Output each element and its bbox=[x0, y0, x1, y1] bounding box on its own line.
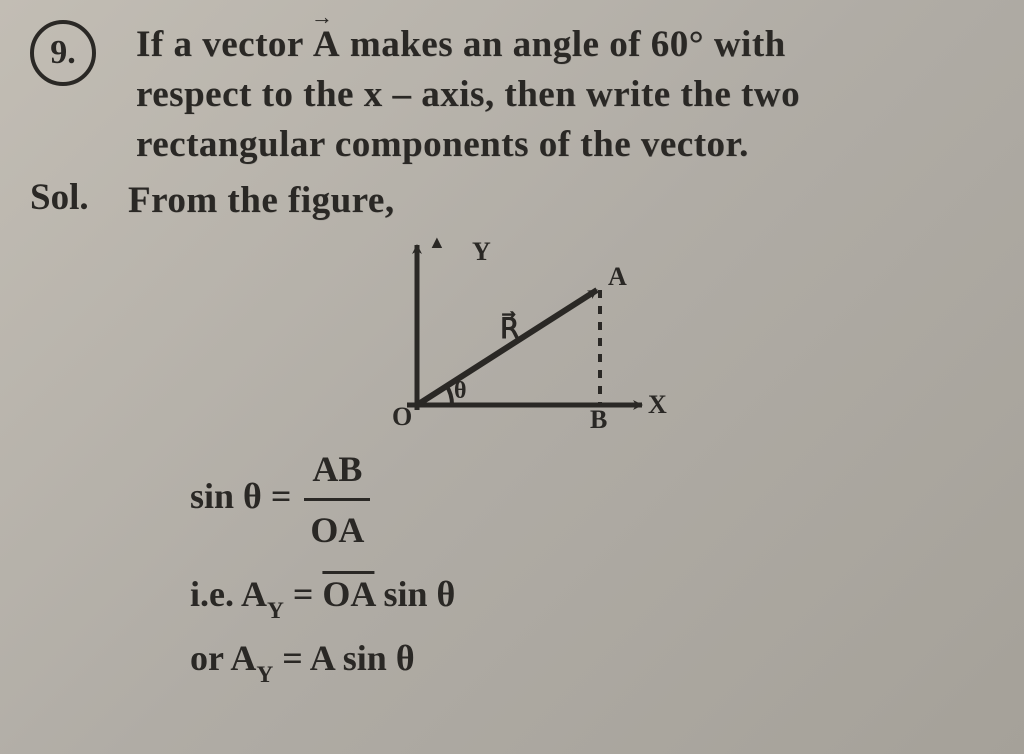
eq2-rhs: sin θ bbox=[383, 574, 455, 614]
eq2-oa-bar: OA bbox=[322, 574, 374, 614]
equation-3: or AY = A sin θ bbox=[190, 631, 994, 689]
question-number: 9. bbox=[50, 34, 76, 72]
y-arrowhead-decor: ▲ bbox=[428, 232, 446, 252]
label-x: X bbox=[648, 390, 667, 419]
eq2-eq: = bbox=[293, 574, 323, 614]
vector-diagram: O Y ▲ X A B R⃗ θ bbox=[352, 230, 672, 440]
question-line-3: rectangular components of the vector. bbox=[136, 124, 749, 165]
equation-2: i.e. AY = OA sin θ bbox=[190, 567, 994, 625]
label-r: R⃗ bbox=[500, 311, 520, 345]
question-line-1: If a vector A makes an angle of 60° with bbox=[136, 24, 786, 65]
equation-1: sin θ = AB OA bbox=[190, 442, 994, 557]
label-o: O bbox=[392, 402, 412, 431]
equation-block: sin θ = AB OA i.e. AY = OA sin θ or AY =… bbox=[190, 442, 994, 690]
eq1-fraction: AB OA bbox=[304, 442, 370, 557]
eq1-numerator: AB bbox=[304, 442, 370, 501]
question-row: 9. If a vector A makes an angle of 60° w… bbox=[30, 20, 994, 170]
label-a: A bbox=[608, 262, 627, 291]
eq3-rhs: = A sin θ bbox=[282, 638, 414, 678]
vector-oa bbox=[417, 290, 597, 405]
solution-row: Sol. From the figure, bbox=[30, 176, 994, 226]
solution-label: Sol. bbox=[30, 176, 98, 219]
eq3-ay: AY bbox=[230, 638, 282, 678]
eq2-prefix: i.e. bbox=[190, 574, 234, 614]
eq2-ay: AY bbox=[241, 574, 293, 614]
angle-arc bbox=[446, 385, 452, 405]
eq3-prefix: or bbox=[190, 638, 230, 678]
eq1-lhs: sin θ = bbox=[190, 476, 291, 516]
figure-container: O Y ▲ X A B R⃗ θ bbox=[30, 230, 994, 440]
label-b: B bbox=[590, 405, 607, 434]
page-root: 9. If a vector A makes an angle of 60° w… bbox=[0, 0, 1024, 754]
label-theta: θ bbox=[454, 378, 467, 404]
solution-intro: From the figure, bbox=[128, 176, 395, 226]
question-text: If a vector A makes an angle of 60° with… bbox=[136, 20, 800, 170]
eq1-denominator: OA bbox=[304, 501, 370, 557]
question-line-2: respect to the x – axis, then write the … bbox=[136, 74, 800, 115]
question-number-circle: 9. bbox=[30, 20, 96, 86]
label-y: Y bbox=[472, 237, 491, 266]
